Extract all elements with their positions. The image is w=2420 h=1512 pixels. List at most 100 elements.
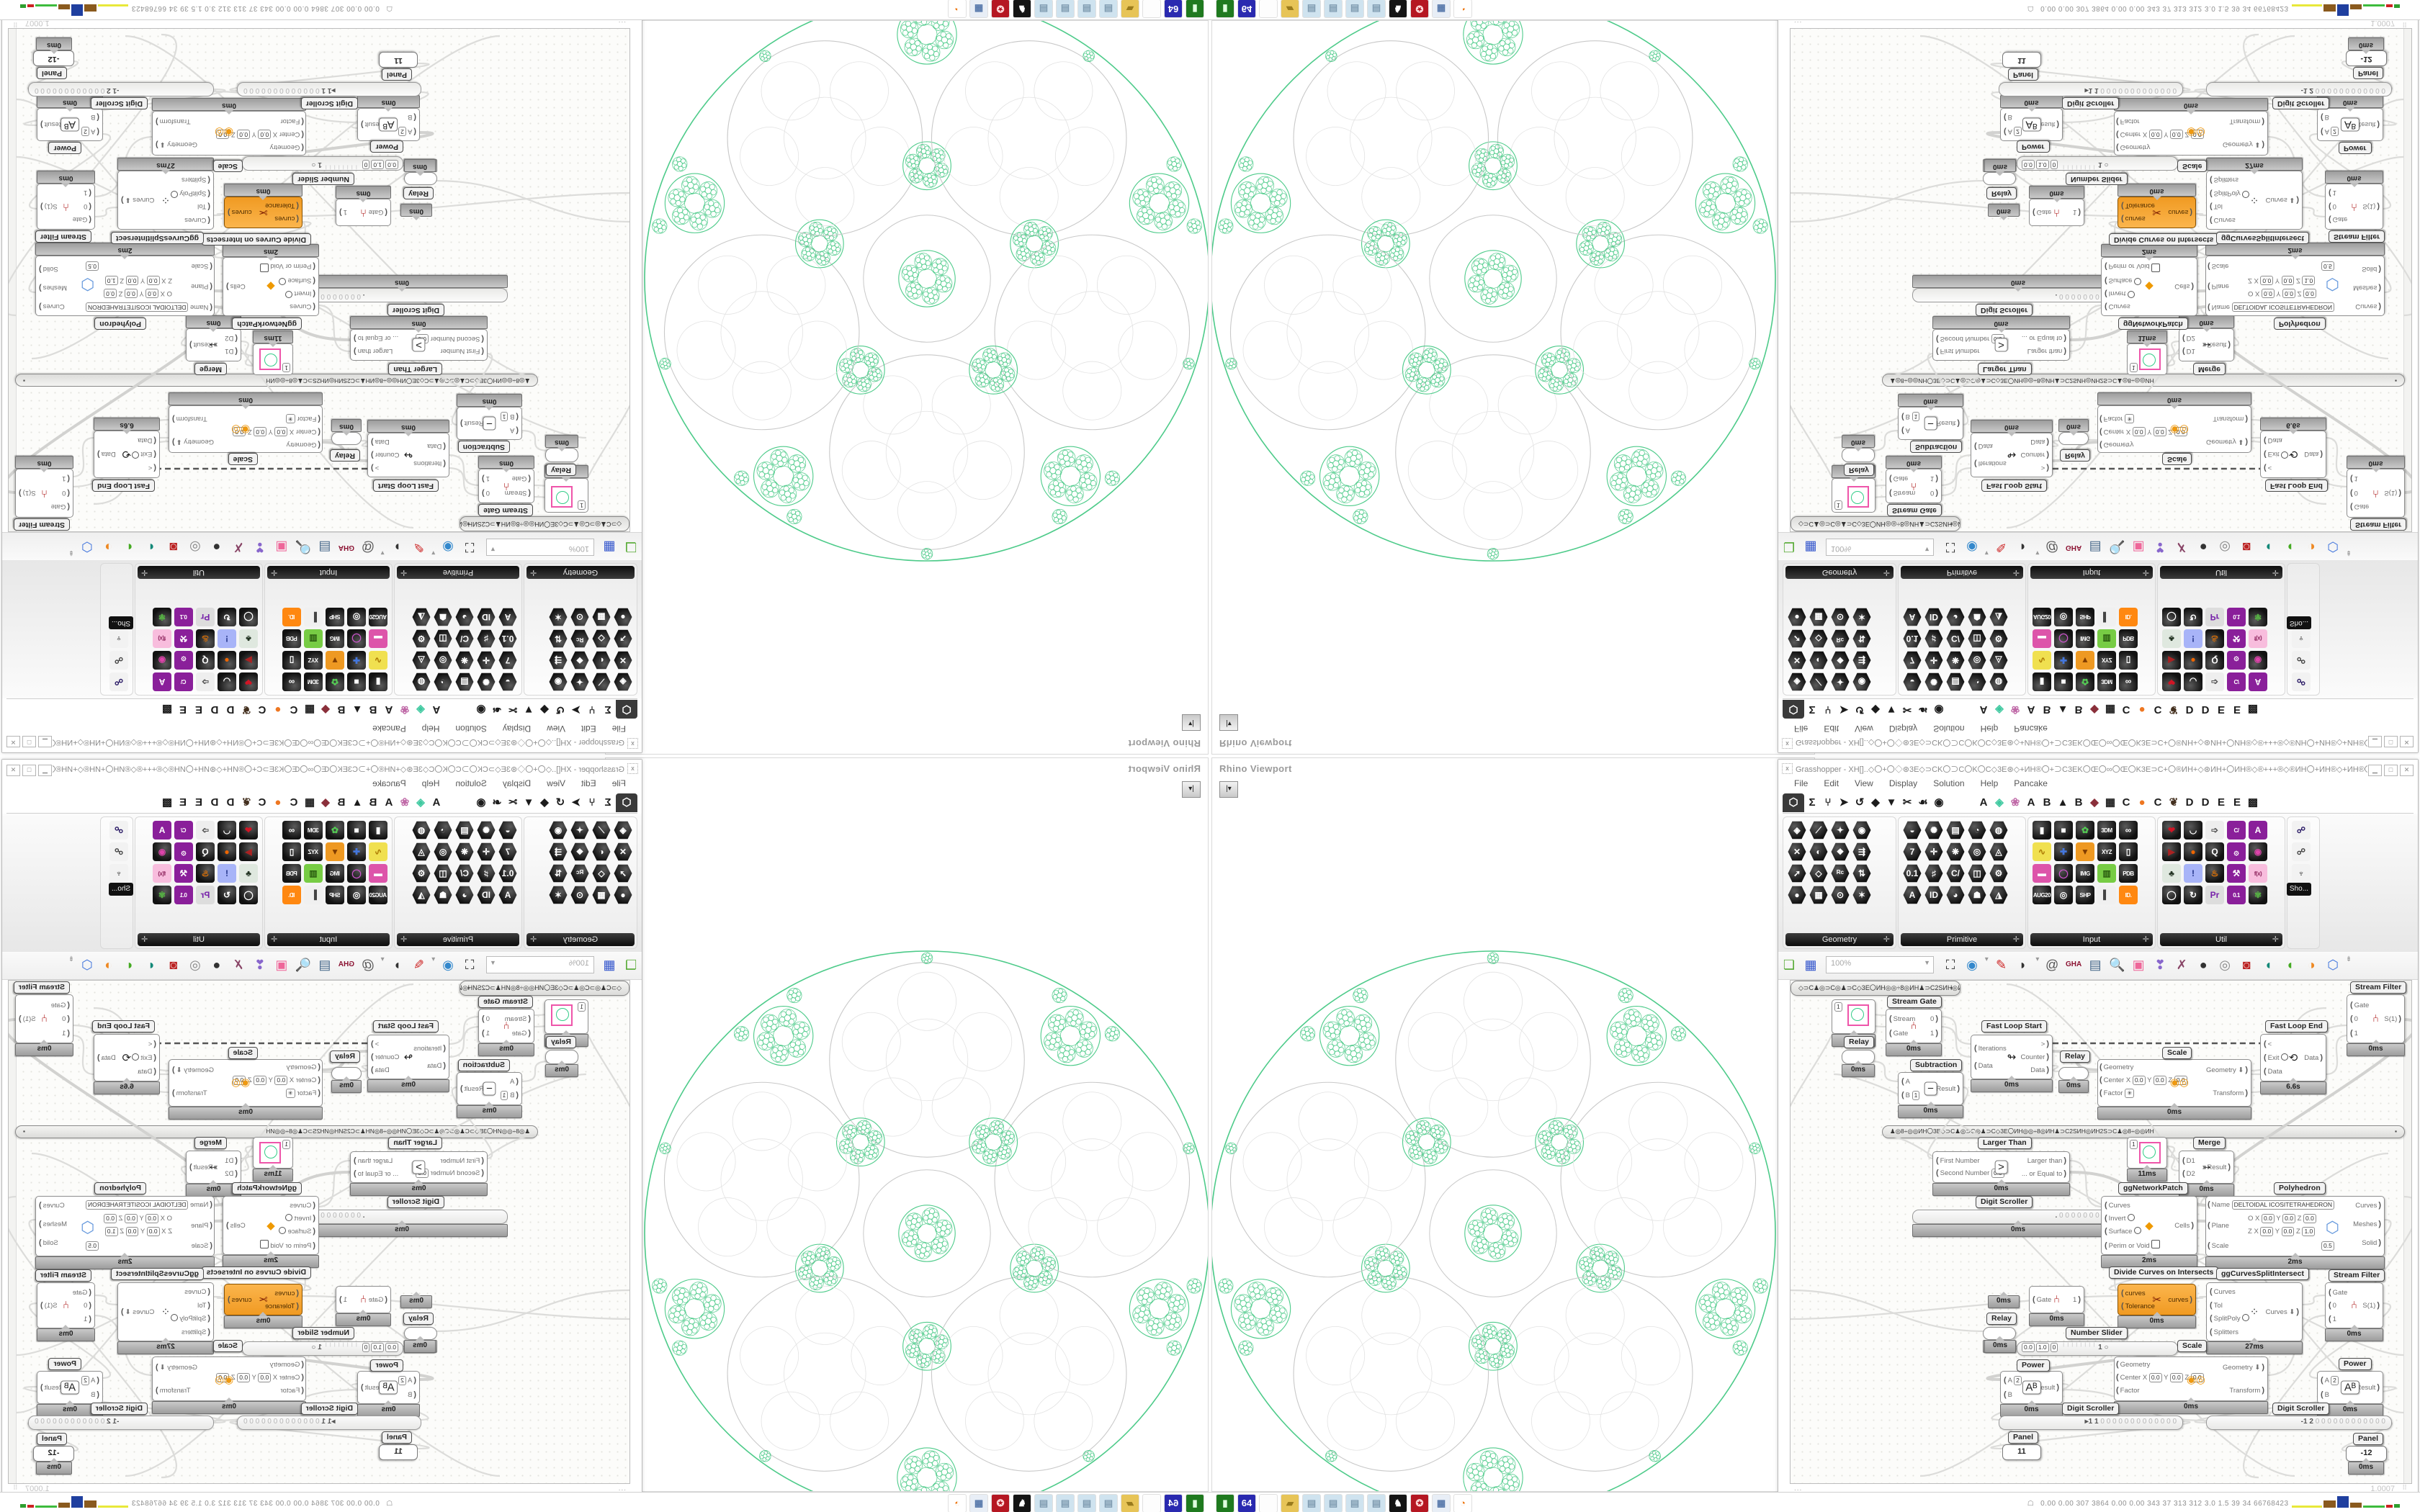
tab-15[interactable]: ▲: [351, 703, 363, 716]
component-icon[interactable]: ◈: [614, 821, 632, 840]
gh-component-13[interactable]: Curves Invert Surface Perim or Void Cell…: [2101, 257, 2197, 316]
zoom-extents-icon[interactable]: ⛶: [465, 958, 475, 972]
gh-component-17[interactable]: Gate 0 1 S(1)⑃: [2325, 184, 2383, 230]
value-box[interactable]: 1: [1912, 412, 1920, 422]
component-icon[interactable]: ◔: [1968, 821, 1986, 840]
toggle-circle[interactable]: [278, 1227, 286, 1234]
tab-3[interactable]: ➤: [1839, 796, 1849, 809]
maximize-button[interactable]: □: [22, 736, 36, 747]
component-icon[interactable]: ◍: [1989, 821, 2008, 840]
component-icon[interactable]: ∿: [2033, 651, 2051, 670]
gh-component-11[interactable]: D1 D2 Result➳: [2179, 1151, 2234, 1184]
tab-25[interactable]: E: [195, 796, 203, 809]
component-icon[interactable]: ✺: [1924, 821, 1943, 840]
component-icon[interactable]: ⚙: [1989, 864, 2008, 883]
value-box[interactable]: 1: [1912, 1090, 1920, 1100]
ribbon-cross-icon[interactable]: ✗: [2176, 540, 2187, 554]
component-tag-relay[interactable]: Relay: [329, 1050, 360, 1063]
tab-12[interactable]: ❀: [2010, 796, 2020, 809]
definition-canvas[interactable]: ▪◇⊃C♟◎⊃C◎♟⊃C◇3E〇ИН◎◎÷8◎ИН♟⊃C2SИН◎ИН2S⊃C♟…: [1790, 980, 2412, 1484]
component-icon[interactable]: ◡: [2184, 821, 2202, 840]
menu-file[interactable]: File: [1794, 778, 1809, 788]
taskbar-disc-red[interactable]: ✪: [1410, 0, 1429, 18]
component-icon[interactable]: ⊙: [1831, 886, 1850, 904]
value-box[interactable]: 0.0: [2022, 1343, 2035, 1352]
component-icon[interactable]: ☍: [2292, 651, 2311, 670]
component-icon[interactable]: ◇: [1809, 864, 1828, 883]
taskbar-notepad-4[interactable]: ▤: [1367, 0, 1386, 18]
component-icon[interactable]: ◒: [498, 821, 517, 840]
menu-help[interactable]: Help: [1980, 778, 1999, 788]
tab-15[interactable]: ▲: [2057, 703, 2069, 716]
cone-green-icon[interactable]: ◖: [2285, 540, 2294, 554]
gh-component-25[interactable]: -1 2 0 0 0 0 0 0 0 0 0 0 0 0: [2206, 82, 2392, 96]
gh-component-2[interactable]: Stream Gate 01⑃: [478, 1009, 534, 1043]
component-icon[interactable]: ID: [1924, 608, 1943, 626]
menu-view[interactable]: View: [1855, 724, 1873, 734]
tab-13[interactable]: A: [2027, 703, 2035, 716]
component-tag-stream-filter[interactable]: Stream Filter: [13, 518, 70, 531]
taskbar-folder[interactable]: ▰: [1281, 0, 1299, 18]
component-tag-number-slider[interactable]: Number Slider: [2066, 173, 2128, 185]
value-box[interactable]: 0.0: [2282, 1214, 2295, 1223]
tab-4[interactable]: ↺: [1855, 796, 1865, 809]
save-icon[interactable]: ▦: [603, 958, 616, 972]
taskbar-floppy-64[interactable]: 64: [1164, 1494, 1183, 1512]
taskbar-blank-app[interactable]: [1259, 1494, 1278, 1512]
component-icon[interactable]: ⟋: [1809, 672, 1828, 691]
menu-edit[interactable]: Edit: [1824, 724, 1839, 734]
zoom-combo[interactable]: 100% ▼: [1826, 956, 1934, 973]
component-tag-stream-gate[interactable]: Stream Gate: [478, 504, 533, 516]
component-tag-polyhedron[interactable]: Polyhedron: [94, 318, 146, 330]
preview-eye-icon[interactable]: ◉: [1966, 540, 1978, 554]
bake-icon[interactable]: ◗: [393, 540, 401, 554]
sphere-dark-icon[interactable]: ●: [212, 958, 221, 972]
gh-component-10[interactable]: 1: [253, 343, 293, 375]
find-icon[interactable]: 🔍: [2108, 540, 2125, 554]
component-tag-power[interactable]: Power: [370, 1359, 403, 1372]
tab-26[interactable]: E: [2233, 703, 2241, 716]
value-box[interactable]: DELTOIDAL ICOSITETRAHEDRON: [2231, 1200, 2334, 1210]
gh-component-26[interactable]: 11: [379, 1444, 418, 1460]
value-box[interactable]: 0.0: [2282, 289, 2295, 298]
menu-view[interactable]: View: [1855, 778, 1873, 788]
component-icon[interactable]: ⚒: [2227, 629, 2246, 648]
component-icon[interactable]: ▦: [1809, 886, 1828, 904]
tab-3[interactable]: ➤: [1839, 703, 1849, 716]
value-box[interactable]: 1.0: [104, 1227, 118, 1236]
component-icon[interactable]: ✶: [1852, 608, 1871, 626]
component-icon[interactable]: AUG20: [2033, 608, 2051, 626]
tab-16[interactable]: B: [2074, 796, 2083, 809]
component-icon[interactable]: ✛: [1924, 842, 1943, 861]
document-tab[interactable]: ▪◇⊃C♟◎⊃C◎♟⊃C◇3E〇ИН◎◎÷8◎ИН♟⊃C2SИН◎ИН2S⊃C♟…: [1791, 981, 1960, 996]
taskbar-folder[interactable]: ▰: [1121, 0, 1139, 18]
component-icon[interactable]: ∞: [2119, 672, 2138, 691]
component-icon[interactable]: ⊙: [1831, 608, 1850, 626]
gha-icon[interactable]: GHA: [338, 544, 354, 552]
component-tag-merge[interactable]: Merge: [194, 363, 227, 375]
component-icon[interactable]: ∞: [2119, 821, 2138, 840]
tab-7[interactable]: ✂: [508, 703, 518, 716]
component-icon[interactable]: ✛: [477, 651, 496, 670]
component-icon[interactable]: ☍: [109, 672, 128, 691]
component-tag-power[interactable]: Power: [2339, 142, 2372, 154]
tool-dropdown-icon[interactable]: ▾: [429, 549, 437, 557]
tab-8[interactable]: ☙: [1918, 703, 1928, 716]
gh-component-7[interactable]: Geometry Center X 0.0 Y 0.0 Z 0.0Factor …: [2097, 405, 2251, 453]
toggle-circle[interactable]: [2134, 1227, 2142, 1234]
tab-9[interactable]: ◉: [1934, 796, 1944, 809]
taskbar-calculator[interactable]: ▦: [1432, 0, 1451, 18]
component-icon[interactable]: ♨: [2205, 864, 2224, 883]
tab-23[interactable]: D: [2185, 703, 2194, 716]
toggle-circle[interactable]: [2134, 278, 2142, 285]
gh-component-3[interactable]: Iterations Data >CounterData↬: [1971, 433, 2053, 477]
component-icon[interactable]: ◒: [498, 672, 517, 691]
gh-component-6[interactable]: < Exit Data Data⟲: [94, 431, 160, 478]
toggle-circle[interactable]: [2242, 190, 2250, 198]
tab-1[interactable]: Σ: [604, 703, 611, 716]
component-tag-polyhedron[interactable]: Polyhedron: [2274, 318, 2326, 330]
component-tag-merge[interactable]: Merge: [2193, 1137, 2226, 1149]
gh-component-10[interactable]: 1: [253, 1137, 293, 1169]
